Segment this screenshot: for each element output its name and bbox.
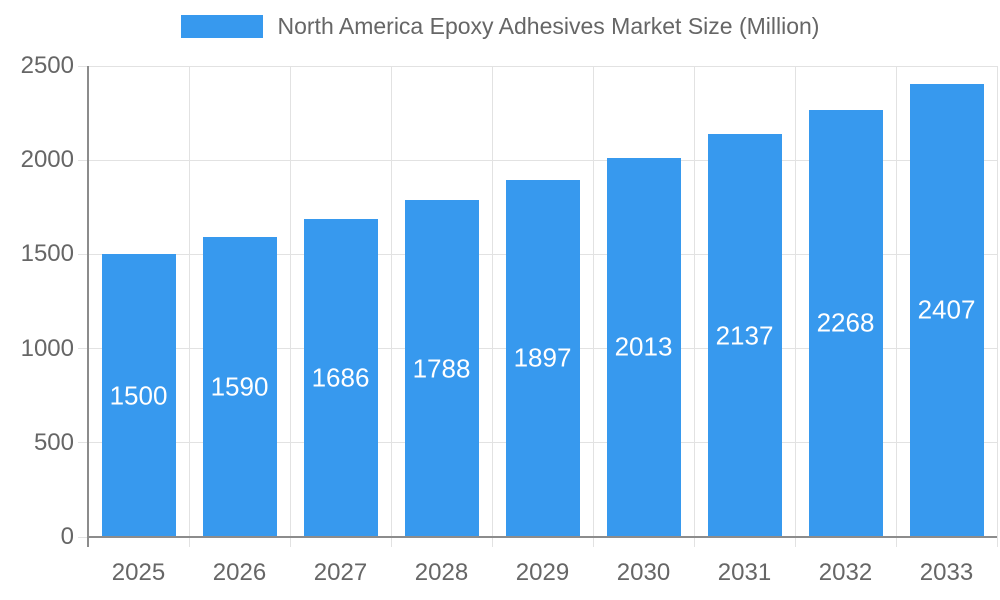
bar-2026[interactable]: 1590 [202,237,277,537]
y-axis-label-0: 0 [60,523,74,550]
y-axis-line [87,66,89,547]
x-axis-label-2027: 2027 [313,559,368,586]
bar-value-label-2031: 2137 [715,320,774,351]
x-axis-label-2028: 2028 [414,559,469,586]
bar-value-label-2026: 1590 [210,371,269,402]
ytick-0 [78,536,88,538]
bar-2029[interactable]: 1897 [505,179,580,537]
bar-value-label-2027: 1686 [311,362,370,393]
bar-2027[interactable]: 1686 [303,219,378,537]
bar-value-label-2025: 1500 [109,380,168,411]
bar-value-label-2032: 2268 [816,307,875,338]
ytick-2500 [78,65,88,67]
gridline-y-2000 [88,159,997,161]
ytick-1000 [78,348,88,350]
bar-2030[interactable]: 2013 [606,157,681,537]
ytick-1500 [78,253,88,255]
ytick-2000 [78,159,88,161]
legend-label: North America Epoxy Adhesives Market Siz… [277,13,820,39]
y-axis-label-2500: 2500 [20,52,74,79]
gridline-x-9 [996,66,998,547]
ytick-500 [78,442,88,444]
x-axis-label-2031: 2031 [717,559,772,586]
y-axis-label-1000: 1000 [20,334,74,362]
x-axis-label-2026: 2026 [212,559,267,586]
x-axis-line [88,536,997,538]
gridline-x-4 [491,66,493,547]
x-axis-label-2032: 2032 [818,559,873,586]
gridline-x-5 [592,66,594,547]
legend-swatch [180,15,263,38]
y-axis-label-500: 500 [33,428,74,456]
gridline-x-3 [390,66,392,547]
bar-value-label-2028: 1788 [412,353,471,384]
y-axis-label-1500: 1500 [20,240,74,268]
bar-2033[interactable]: 2407 [909,83,984,537]
x-axis-label-2033: 2033 [919,559,974,586]
bar-2025[interactable]: 1500 [101,254,176,537]
gridline-x-7 [794,66,796,547]
y-axis-label-2000: 2000 [20,146,74,174]
bar-value-label-2033: 2407 [917,294,976,325]
bar-2031[interactable]: 2137 [707,134,782,537]
gridline-y-2500 [88,65,997,67]
x-axis-label-2029: 2029 [515,559,570,586]
bar-2032[interactable]: 2268 [808,109,883,537]
bar-2028[interactable]: 1788 [404,200,479,537]
plot-area: 1500 1590 1686 1788 1897 2013 2137 2268 2407 [88,65,998,547]
gridline-x-2 [289,66,291,547]
bar-value-label-2030: 2013 [614,331,673,362]
gridline-x-1 [188,66,190,547]
bar-value-label-2029: 1897 [513,342,572,373]
x-axis-label-2025: 2025 [111,559,166,586]
legend[interactable]: North America Epoxy Adhesives Market Siz… [0,13,1000,40]
gridline-x-6 [693,66,695,547]
x-axis-label-2030: 2030 [616,559,671,586]
gridline-x-8 [895,66,897,547]
